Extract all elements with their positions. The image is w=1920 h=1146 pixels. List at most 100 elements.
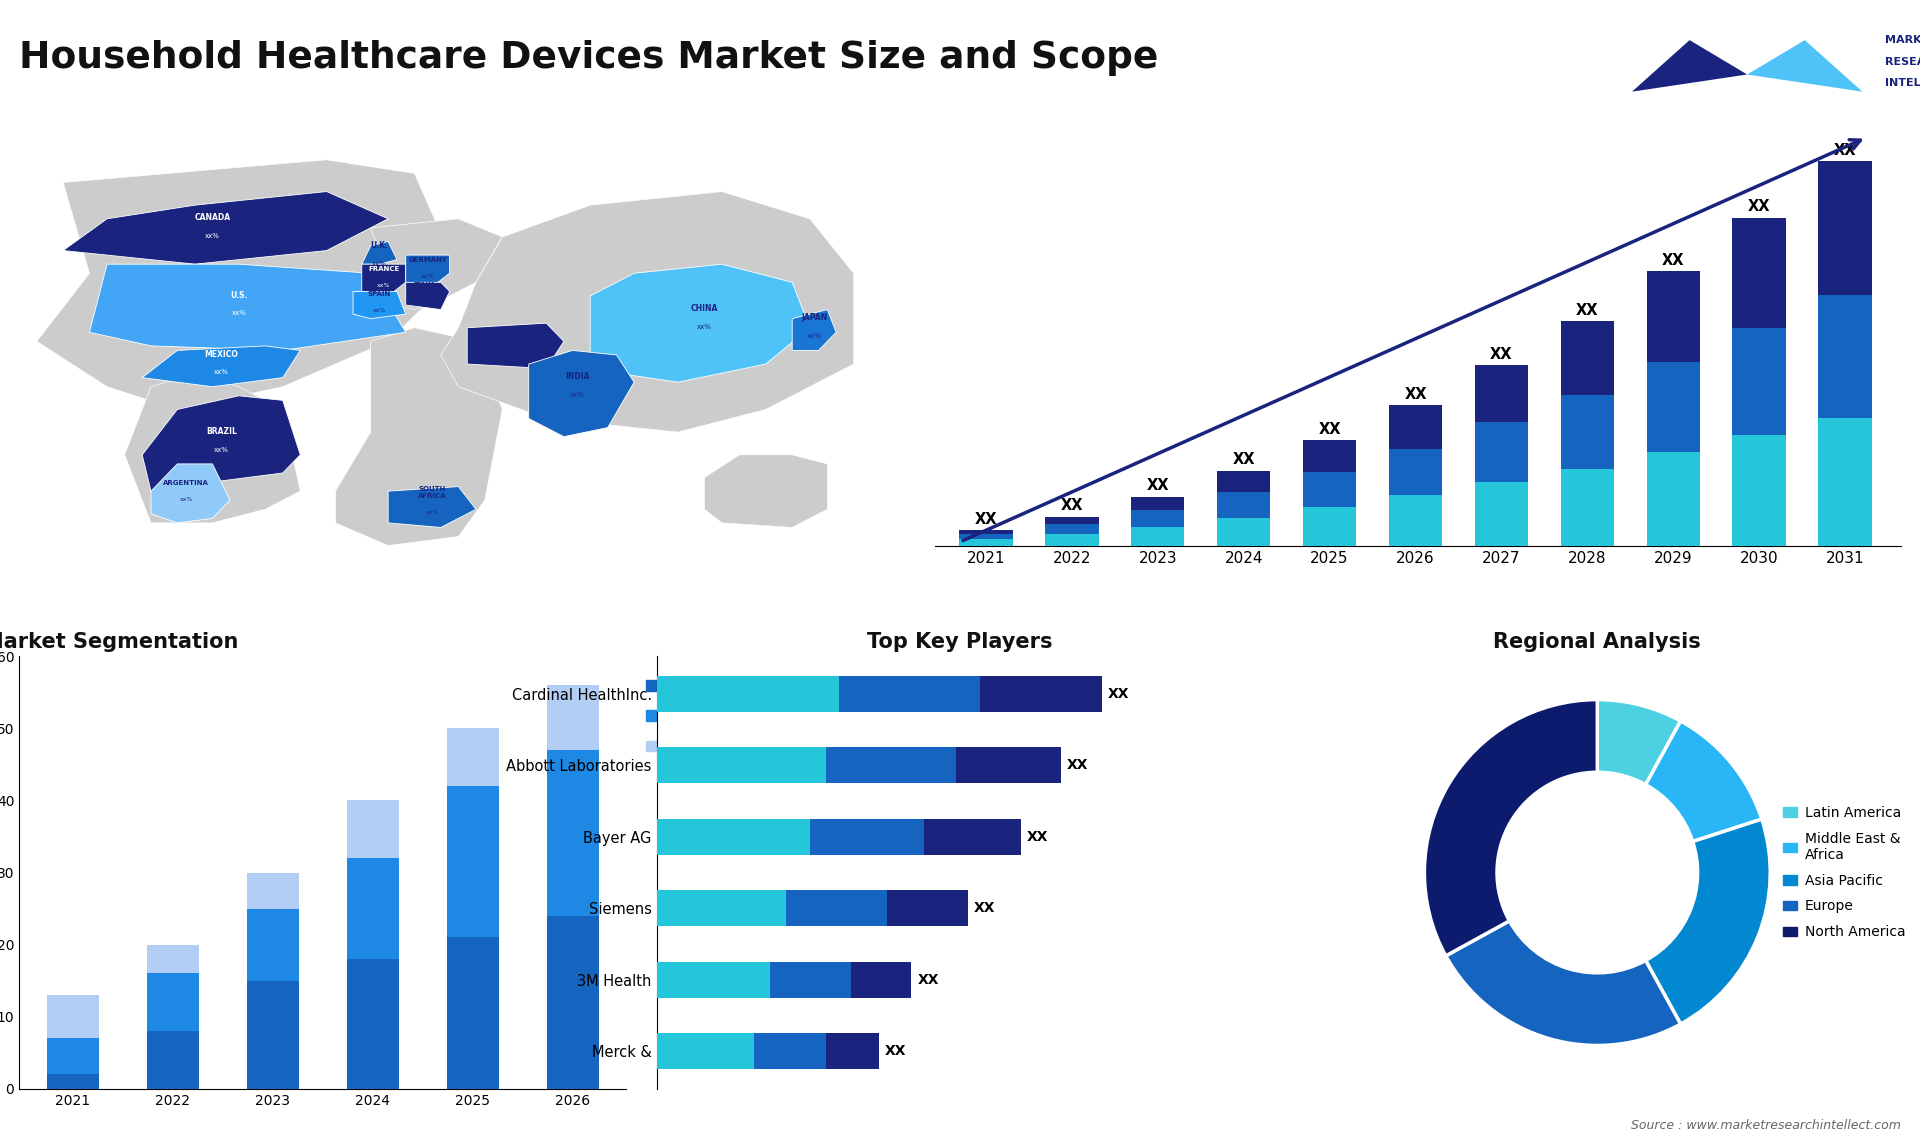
Text: GERMANY: GERMANY bbox=[409, 257, 447, 264]
Polygon shape bbox=[353, 219, 503, 309]
Bar bbox=[1647, 452, 1699, 545]
Text: XX: XX bbox=[975, 512, 996, 527]
Bar bbox=[1044, 517, 1098, 524]
Text: XX: XX bbox=[918, 973, 939, 987]
Text: SAUDI
ARABIA: SAUDI ARABIA bbox=[497, 328, 526, 340]
Text: xx%: xx% bbox=[213, 369, 228, 376]
Bar bbox=[1732, 435, 1786, 545]
Text: SPAIN: SPAIN bbox=[369, 291, 392, 297]
Bar bbox=[960, 531, 1012, 534]
Bar bbox=[1818, 160, 1872, 295]
Bar bbox=[547, 685, 599, 749]
Text: xx%: xx% bbox=[376, 283, 390, 289]
Text: xx%: xx% bbox=[420, 274, 434, 280]
Legend: Application, Product, Geography: Application, Product, Geography bbox=[639, 673, 764, 761]
Polygon shape bbox=[125, 374, 300, 523]
Bar bbox=[826, 747, 956, 783]
Text: XX: XX bbox=[1146, 478, 1169, 494]
Text: RESEARCH: RESEARCH bbox=[1885, 56, 1920, 66]
Bar bbox=[657, 1034, 755, 1069]
Bar bbox=[839, 676, 981, 712]
Text: XX: XX bbox=[1490, 346, 1513, 362]
Bar bbox=[348, 801, 399, 858]
Wedge shape bbox=[1425, 699, 1597, 956]
Bar bbox=[348, 959, 399, 1089]
Polygon shape bbox=[1632, 40, 1747, 92]
Bar bbox=[146, 1031, 200, 1089]
Text: xx%: xx% bbox=[205, 234, 221, 240]
Text: xx%: xx% bbox=[570, 392, 584, 398]
Text: xx%: xx% bbox=[179, 496, 192, 502]
Bar bbox=[1647, 272, 1699, 362]
Polygon shape bbox=[405, 256, 449, 286]
Text: XX: XX bbox=[1108, 686, 1129, 701]
Text: XX: XX bbox=[973, 901, 996, 916]
Bar bbox=[246, 981, 300, 1089]
Polygon shape bbox=[793, 309, 835, 351]
Text: XX: XX bbox=[1404, 386, 1427, 402]
Text: ARGENTINA: ARGENTINA bbox=[163, 480, 209, 486]
Bar bbox=[1131, 510, 1185, 527]
Text: xx%: xx% bbox=[426, 510, 440, 516]
Bar bbox=[348, 858, 399, 959]
Bar bbox=[826, 1034, 879, 1069]
Bar bbox=[46, 1074, 98, 1089]
Text: xx%: xx% bbox=[372, 260, 386, 267]
Text: XX: XX bbox=[1834, 142, 1857, 158]
Bar bbox=[1304, 440, 1356, 472]
Text: Household Healthcare Devices Market Size and Scope: Household Healthcare Devices Market Size… bbox=[19, 40, 1158, 76]
Bar bbox=[924, 819, 1021, 855]
Text: MARKET: MARKET bbox=[1885, 36, 1920, 45]
Bar bbox=[1217, 518, 1271, 545]
Text: xx%: xx% bbox=[372, 308, 386, 313]
Text: Source : www.marketresearchintellect.com: Source : www.marketresearchintellect.com bbox=[1630, 1120, 1901, 1132]
Polygon shape bbox=[36, 159, 459, 409]
Text: INTELLECT: INTELLECT bbox=[1885, 78, 1920, 88]
Text: SOUTH
AFRICA: SOUTH AFRICA bbox=[419, 486, 445, 500]
Bar bbox=[1388, 406, 1442, 448]
Bar bbox=[246, 872, 300, 909]
Polygon shape bbox=[142, 395, 300, 500]
Bar bbox=[547, 749, 599, 916]
Text: xx%: xx% bbox=[505, 352, 518, 356]
Text: MEXICO: MEXICO bbox=[204, 350, 238, 359]
Bar bbox=[981, 676, 1102, 712]
Bar bbox=[1304, 472, 1356, 507]
Text: JAPAN: JAPAN bbox=[801, 313, 828, 322]
Bar bbox=[46, 995, 98, 1038]
Bar bbox=[447, 786, 499, 937]
Text: xx%: xx% bbox=[806, 333, 822, 339]
Text: xx%: xx% bbox=[417, 299, 430, 304]
Text: ITALY: ITALY bbox=[413, 282, 434, 289]
Bar bbox=[1304, 507, 1356, 545]
Legend: Latin America, Middle East &
Africa, Asia Pacific, Europe, North America: Latin America, Middle East & Africa, Asi… bbox=[1778, 800, 1910, 944]
Bar bbox=[447, 729, 499, 786]
Text: XX: XX bbox=[1068, 759, 1089, 772]
Bar bbox=[1475, 364, 1528, 422]
Bar bbox=[657, 961, 770, 997]
Bar bbox=[1818, 418, 1872, 545]
Bar bbox=[1818, 295, 1872, 418]
Polygon shape bbox=[361, 265, 405, 296]
Title: Top Key Players: Top Key Players bbox=[868, 633, 1052, 652]
Bar bbox=[146, 944, 200, 973]
Bar bbox=[657, 819, 810, 855]
Polygon shape bbox=[528, 351, 634, 437]
Bar bbox=[810, 819, 924, 855]
Text: U.S.: U.S. bbox=[230, 291, 248, 299]
Bar bbox=[1217, 471, 1271, 492]
Bar bbox=[755, 1034, 826, 1069]
Polygon shape bbox=[589, 265, 810, 383]
Text: xx%: xx% bbox=[697, 324, 712, 330]
Polygon shape bbox=[1747, 40, 1862, 92]
Text: Market Segmentation: Market Segmentation bbox=[0, 633, 238, 652]
Text: XX: XX bbox=[1027, 830, 1048, 843]
Text: XX: XX bbox=[1747, 199, 1770, 214]
Bar bbox=[960, 534, 1012, 539]
Bar bbox=[1561, 322, 1615, 395]
Bar bbox=[1732, 328, 1786, 435]
Bar bbox=[1475, 422, 1528, 482]
Text: CHINA: CHINA bbox=[691, 304, 718, 313]
Polygon shape bbox=[388, 487, 476, 527]
Bar bbox=[657, 747, 826, 783]
